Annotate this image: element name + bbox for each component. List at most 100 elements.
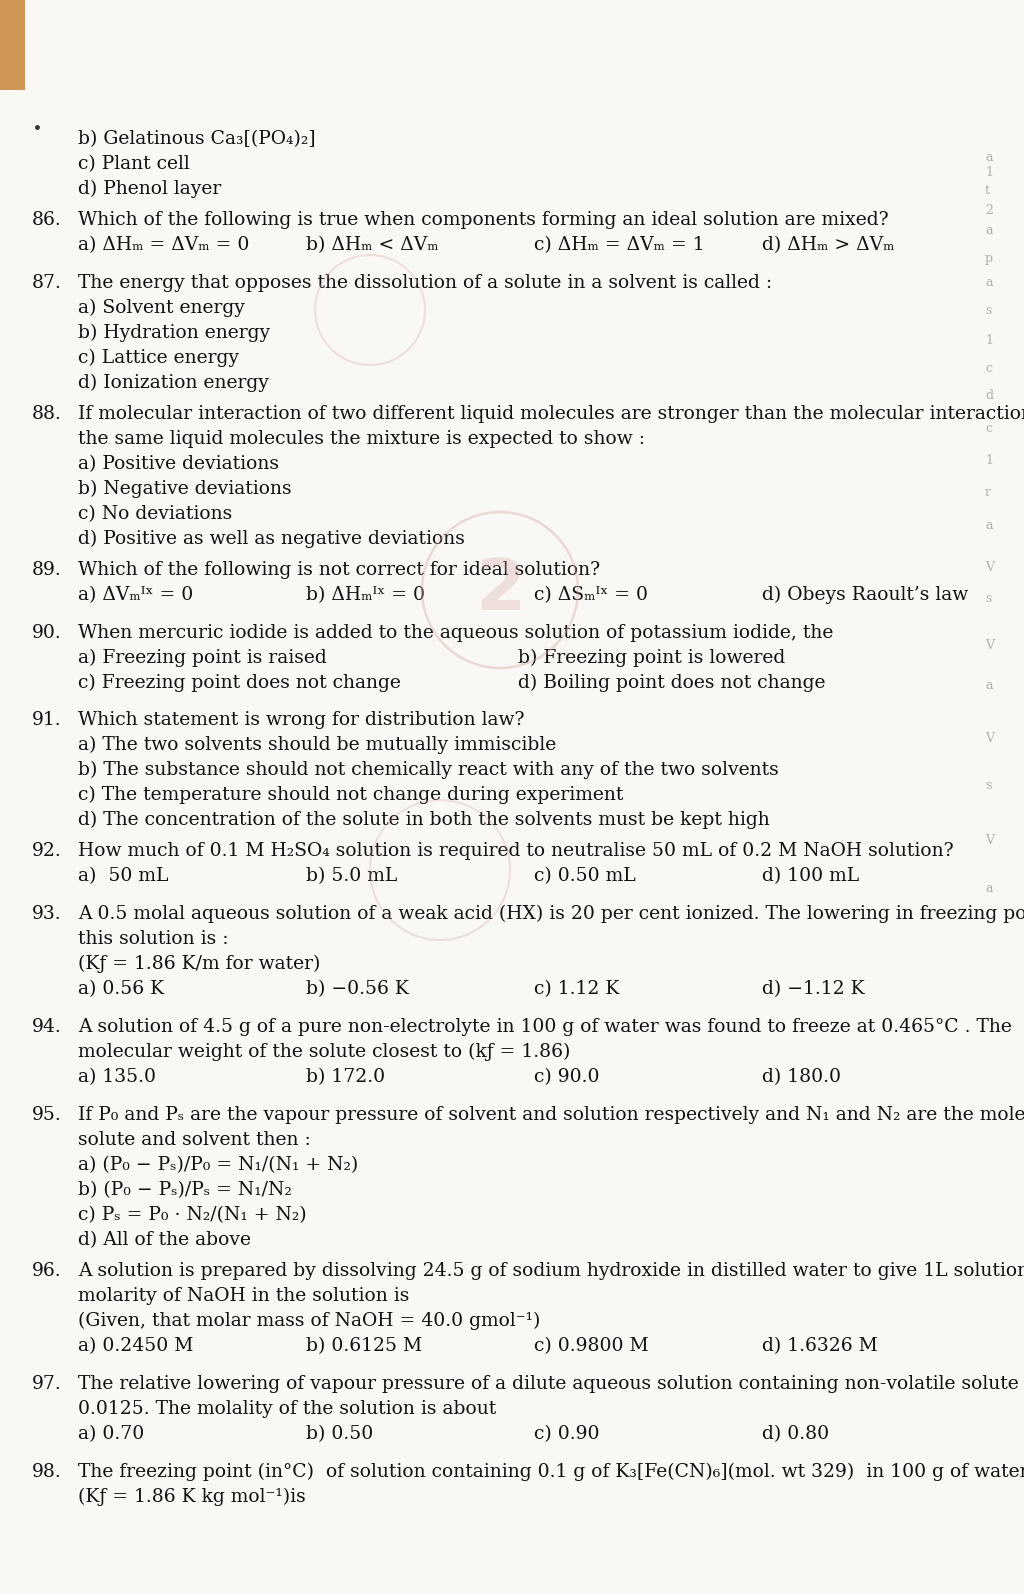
Text: this solution is :: this solution is : — [78, 929, 228, 948]
Text: 90.: 90. — [32, 623, 61, 642]
Text: a) 0.70: a) 0.70 — [78, 1425, 144, 1443]
Text: d) Phenol layer: d) Phenol layer — [78, 180, 221, 198]
Text: c) 0.9800 M: c) 0.9800 M — [534, 1337, 648, 1355]
Text: The freezing point (in°C)  of solution containing 0.1 g of K₃[Fe(CN)₆](mol. wt 3: The freezing point (in°C) of solution co… — [78, 1463, 1024, 1481]
Text: When mercuric iodide is added to the aqueous solution of potassium iodide, the: When mercuric iodide is added to the aqu… — [78, 623, 834, 642]
Text: b) 172.0: b) 172.0 — [306, 1068, 385, 1086]
Text: 88.: 88. — [32, 405, 61, 422]
Text: c) ΔSₘᴵˣ = 0: c) ΔSₘᴵˣ = 0 — [534, 587, 648, 604]
Text: b) ΔHₘᴵˣ = 0: b) ΔHₘᴵˣ = 0 — [306, 587, 425, 604]
Text: a) Freezing point is raised: a) Freezing point is raised — [78, 649, 327, 668]
Text: b) 0.6125 M: b) 0.6125 M — [306, 1337, 422, 1355]
Text: d) Positive as well as negative deviations: d) Positive as well as negative deviatio… — [78, 529, 465, 548]
Text: d) Obeys Raoult’s law: d) Obeys Raoult’s law — [762, 587, 969, 604]
Text: c) Plant cell: c) Plant cell — [78, 155, 189, 174]
Text: a) 135.0: a) 135.0 — [78, 1068, 156, 1086]
Text: c) No deviations: c) No deviations — [78, 505, 232, 523]
Text: 87.: 87. — [32, 274, 61, 292]
Text: If P₀ and Pₛ are the vapour pressure of solvent and solution respectively and N₁: If P₀ and Pₛ are the vapour pressure of … — [78, 1106, 1024, 1124]
Text: a: a — [985, 518, 992, 531]
Text: s: s — [985, 591, 991, 604]
Text: 94.: 94. — [32, 1019, 61, 1036]
Text: a) ΔHₘ = ΔVₘ = 0: a) ΔHₘ = ΔVₘ = 0 — [78, 236, 250, 253]
Text: d) −1.12 K: d) −1.12 K — [762, 980, 864, 998]
Text: 96.: 96. — [32, 1262, 61, 1280]
Text: a) 0.56 K: a) 0.56 K — [78, 980, 164, 998]
Text: b) Freezing point is lowered: b) Freezing point is lowered — [518, 649, 785, 668]
Text: d) 180.0: d) 180.0 — [762, 1068, 841, 1086]
Text: Which of the following is not correct for ideal solution?: Which of the following is not correct fo… — [78, 561, 600, 579]
Text: a: a — [985, 223, 992, 236]
Text: a) Positive deviations: a) Positive deviations — [78, 454, 279, 473]
Text: (Kƒ = 1.86 K/m for water): (Kƒ = 1.86 K/m for water) — [78, 955, 321, 974]
Text: 0.0125. The molality of the solution is about: 0.0125. The molality of the solution is … — [78, 1400, 497, 1419]
Text: 97.: 97. — [32, 1376, 61, 1393]
Text: b) Gelatinous Ca₃[(PO₄)₂]: b) Gelatinous Ca₃[(PO₄)₂] — [78, 131, 315, 148]
Text: molarity of NaOH in the solution is: molarity of NaOH in the solution is — [78, 1286, 410, 1305]
Text: a) 0.2450 M: a) 0.2450 M — [78, 1337, 194, 1355]
Text: 2: 2 — [475, 555, 525, 625]
Text: 1: 1 — [985, 333, 993, 346]
Text: a) The two solvents should be mutually immiscible: a) The two solvents should be mutually i… — [78, 736, 556, 754]
Text: c) Freezing point does not change: c) Freezing point does not change — [78, 674, 400, 692]
Text: s: s — [985, 303, 991, 317]
Text: 2: 2 — [985, 204, 993, 217]
Text: c: c — [985, 362, 992, 375]
Polygon shape — [0, 0, 25, 89]
Text: c) Pₛ = P₀ · N₂/(N₁ + N₂): c) Pₛ = P₀ · N₂/(N₁ + N₂) — [78, 1207, 306, 1224]
Text: c) ΔHₘ = ΔVₘ = 1: c) ΔHₘ = ΔVₘ = 1 — [534, 236, 705, 253]
Text: 92.: 92. — [32, 842, 61, 861]
Text: d) The concentration of the solute in both the solvents must be kept high: d) The concentration of the solute in bo… — [78, 811, 770, 829]
Text: a: a — [985, 679, 992, 692]
Text: p: p — [985, 252, 993, 265]
Text: a) ΔVₘᴵˣ = 0: a) ΔVₘᴵˣ = 0 — [78, 587, 194, 604]
Text: b) Hydration energy: b) Hydration energy — [78, 324, 270, 343]
Text: b) −0.56 K: b) −0.56 K — [306, 980, 409, 998]
Text: solute and solvent then :: solute and solvent then : — [78, 1132, 310, 1149]
Text: a)  50 mL: a) 50 mL — [78, 867, 169, 885]
Text: 93.: 93. — [32, 905, 61, 923]
Text: V: V — [985, 639, 994, 652]
Text: The energy that opposes the dissolution of a solute in a solvent is called :: The energy that opposes the dissolution … — [78, 274, 772, 292]
Text: s: s — [985, 778, 991, 792]
Text: 98.: 98. — [32, 1463, 61, 1481]
Text: r: r — [985, 486, 991, 499]
Text: 1: 1 — [985, 454, 993, 467]
Text: b) (P₀ − Pₛ)/Pₛ = N₁/N₂: b) (P₀ − Pₛ)/Pₛ = N₁/N₂ — [78, 1181, 292, 1199]
Text: a: a — [985, 150, 992, 164]
Text: a) (P₀ − Pₛ)/P₀ = N₁/(N₁ + N₂): a) (P₀ − Pₛ)/P₀ = N₁/(N₁ + N₂) — [78, 1156, 358, 1175]
Text: V: V — [985, 834, 994, 846]
Text: (Given, that molar mass of NaOH = 40.0 gmol⁻¹): (Given, that molar mass of NaOH = 40.0 g… — [78, 1312, 541, 1331]
Text: d) 0.80: d) 0.80 — [762, 1425, 829, 1443]
Text: b) Negative deviations: b) Negative deviations — [78, 480, 292, 499]
Text: a: a — [985, 276, 992, 289]
Text: (Kƒ = 1.86 K kg mol⁻¹)is: (Kƒ = 1.86 K kg mol⁻¹)is — [78, 1489, 306, 1506]
Text: 91.: 91. — [32, 711, 61, 728]
Text: 86.: 86. — [32, 210, 61, 230]
Text: b) The substance should not chemically react with any of the two solvents: b) The substance should not chemically r… — [78, 760, 778, 779]
Text: b) 0.50: b) 0.50 — [306, 1425, 374, 1443]
Text: c) Lattice energy: c) Lattice energy — [78, 349, 239, 367]
Text: d: d — [985, 389, 993, 402]
Text: a: a — [985, 881, 992, 894]
Text: t: t — [985, 183, 990, 196]
Text: Which statement is wrong for distribution law?: Which statement is wrong for distributio… — [78, 711, 524, 728]
Text: c) The temperature should not change during experiment: c) The temperature should not change dur… — [78, 786, 624, 805]
Text: 1: 1 — [985, 166, 993, 179]
Text: b) ΔHₘ < ΔVₘ: b) ΔHₘ < ΔVₘ — [306, 236, 438, 253]
Text: c) 0.90: c) 0.90 — [534, 1425, 599, 1443]
Text: A solution is prepared by dissolving 24.5 g of sodium hydroxide in distilled wat: A solution is prepared by dissolving 24.… — [78, 1262, 1024, 1280]
Text: c) 1.12 K: c) 1.12 K — [534, 980, 620, 998]
Text: d) 100 mL: d) 100 mL — [762, 867, 859, 885]
Text: A 0.5 molal aqueous solution of a weak acid (HX) is 20 per cent ionized. The low: A 0.5 molal aqueous solution of a weak a… — [78, 905, 1024, 923]
Text: d) Boiling point does not change: d) Boiling point does not change — [518, 674, 825, 692]
Text: V: V — [985, 732, 994, 744]
Text: 95.: 95. — [32, 1106, 61, 1124]
Text: the same liquid molecules the mixture is expected to show :: the same liquid molecules the mixture is… — [78, 430, 645, 448]
Text: c) 0.50 mL: c) 0.50 mL — [534, 867, 636, 885]
Text: molecular weight of the solute closest to (kƒ = 1.86): molecular weight of the solute closest t… — [78, 1042, 570, 1062]
Text: c: c — [985, 421, 992, 435]
Text: d) 1.6326 M: d) 1.6326 M — [762, 1337, 878, 1355]
Text: d) All of the above: d) All of the above — [78, 1231, 251, 1250]
Text: Which of the following is true when components forming an ideal solution are mix: Which of the following is true when comp… — [78, 210, 889, 230]
